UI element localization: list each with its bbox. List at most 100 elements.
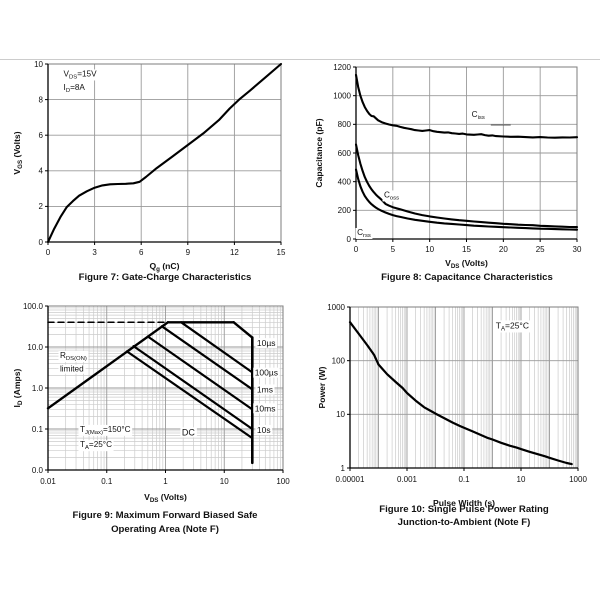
y-tick-label: 200 [338, 206, 352, 215]
page-rule [0, 59, 600, 60]
x-axis-title: Pulse Width (s) [433, 498, 495, 508]
x-tick-label: 6 [139, 248, 144, 257]
y-axis-title: VGS (Volts) [12, 131, 24, 174]
label-background [78, 424, 133, 436]
x-tick-label: 0.1 [101, 477, 113, 486]
gate-charge-curve [46, 62, 283, 244]
y-tick-label: 600 [338, 149, 352, 158]
label-background [58, 364, 86, 374]
x-tick-label: 15 [277, 248, 286, 257]
Coss-curve [354, 143, 579, 229]
x-tick-label: 25 [536, 245, 545, 254]
y-tick-label: 8 [39, 95, 44, 104]
annotation-label: Ciss [472, 110, 485, 121]
label-background [382, 190, 401, 202]
y-tick-label: 4 [39, 167, 44, 176]
x-axis-title: Qg (nC) [149, 261, 179, 273]
label-background [355, 227, 373, 239]
figure8-caption: Figure 8: Capacitance Characteristics [381, 272, 553, 283]
y-tick-label: 0 [347, 235, 352, 244]
y-axis-title: Capacitance (pF) [314, 118, 324, 187]
label-background [470, 110, 487, 122]
x-tick-label: 10 [517, 475, 526, 484]
y-tick-label: 1000 [333, 91, 351, 100]
fig8-chart: Ciss Coss Crss 0 5 10 15 20 25 30 0 200 400 600 800 100… [314, 63, 582, 270]
x-tick-label: 12 [230, 248, 239, 257]
y-tick-label: 0 [39, 238, 44, 247]
y-tick-label: 800 [338, 120, 352, 129]
y-tick-label: 10 [34, 60, 43, 69]
x-tick-label: 15 [462, 245, 471, 254]
x-tick-label: 10 [220, 477, 229, 486]
y-tick-label: 0.1 [32, 425, 44, 434]
annotation-label: DC [182, 427, 195, 437]
annotation-label: limited [60, 365, 84, 374]
annotation-label: 100µs [255, 368, 278, 378]
x-tick-label: 20 [499, 245, 508, 254]
x-tick-label: 30 [573, 245, 582, 254]
figure9-caption-line1: Figure 9: Maximum Forward Biased Safe [72, 510, 258, 521]
Ciss-curve [354, 73, 579, 139]
x-tick-label: 0 [46, 248, 51, 257]
label-background [58, 350, 89, 362]
x-tick-label: 0.001 [397, 475, 418, 484]
y-tick-label: 400 [338, 177, 352, 186]
y-tick-label: 1.0 [32, 384, 44, 393]
x-tick-label: 0 [354, 245, 359, 254]
annotation-label: TJ(Max)=150°C [80, 425, 131, 436]
x-tick-label: 9 [186, 248, 191, 257]
label-background [78, 440, 114, 452]
annotation-label: TA=25°C [496, 320, 529, 332]
annotation-label: RDS(ON) [60, 351, 87, 362]
annotation-label: TA=25°C [80, 440, 112, 451]
label-background [180, 427, 197, 438]
y-axis-title: Power (W) [317, 366, 327, 408]
x-tick-label: 0.1 [458, 475, 470, 484]
fig7-chart: VDS=15V ID=8A 0 3 6 9 12 15 0 2 4 6 8 10 Qg (nC) VGS (V… [12, 60, 286, 273]
y-tick-label: 10.0 [27, 343, 43, 352]
limit-100us [180, 321, 254, 374]
label-background [255, 424, 273, 435]
x-tick-label: 0.01 [40, 477, 56, 486]
Crss-curve [354, 168, 579, 231]
x-tick-label: 0.00001 [336, 475, 365, 484]
annotation-label: 1ms [257, 384, 273, 394]
y-axis-title: ID (Amps) [12, 368, 24, 407]
label-background [494, 320, 531, 333]
x-axis-title: VDS (Volts) [445, 258, 488, 270]
y-tick-label: 1200 [333, 63, 351, 72]
x-tick-label: 3 [92, 248, 97, 257]
annotation-label: Coss [384, 190, 399, 201]
annotation-label: ID=8A [64, 83, 86, 94]
label-background [253, 367, 280, 378]
label-background [255, 338, 278, 349]
x-tick-label: 1 [163, 477, 168, 486]
single-pulse-power-curve [348, 321, 573, 466]
label-background [62, 69, 99, 81]
limit-dc [125, 350, 254, 440]
limit-1ms [160, 325, 254, 391]
x-tick-label: 10 [425, 245, 434, 254]
x-tick-label: 1000 [569, 475, 587, 484]
figure7-caption: Figure 7: Gate-Charge Characteristics [78, 272, 252, 283]
label-background [255, 384, 275, 395]
x-tick-label: 5 [391, 245, 396, 254]
fig10-chart: TA=25°C 0.00001 0.001 0.1 10 1000 1000 100 10 1 Pu… [317, 303, 587, 508]
y-tick-label: 2 [39, 202, 44, 211]
fig9-chart: RDS(ON) limited TJ(Max)=150°C TA=25°C DC 10µs… [12, 302, 290, 504]
limit-10us [232, 321, 254, 339]
figure10-caption-line1: Figure 10: Single Pulse Power Rating [379, 504, 549, 515]
label-background [253, 403, 278, 414]
annotation-label: 10s [257, 425, 271, 435]
limit-10s [132, 345, 254, 431]
y-tick-label: 6 [39, 131, 44, 140]
y-tick-label: 10 [336, 410, 345, 419]
x-axis-title: VDS (Volts) [144, 492, 187, 504]
y-tick-label: 0.0 [32, 466, 44, 475]
annotation-label: Crss [357, 228, 371, 239]
x-tick-label: 100 [276, 477, 290, 486]
figure9-caption-line2-clip: Operating Area (Note F) [15, 524, 315, 534]
y-tick-label: 1 [341, 464, 346, 473]
figure10-caption-line2: Junction-to-Ambient (Note F) [397, 517, 531, 528]
